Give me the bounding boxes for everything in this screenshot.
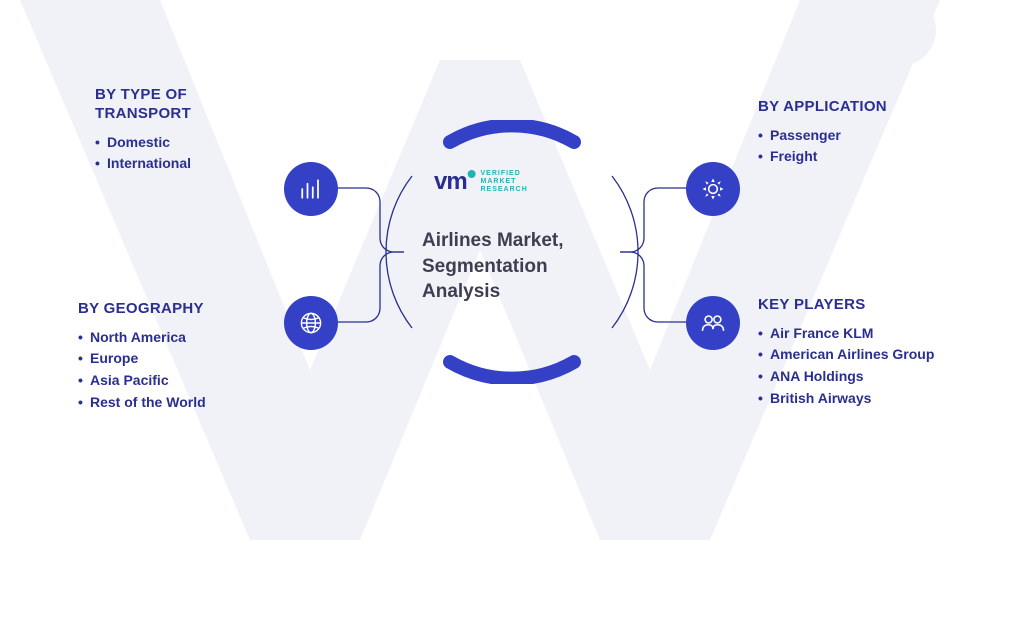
list-item: Asia Pacific [78, 370, 278, 392]
segment-heading: BY TYPE OF TRANSPORT [95, 86, 255, 124]
segment-geography: BY GEOGRAPHY North AmericaEuropeAsia Pac… [78, 300, 278, 414]
list-item: North America [78, 327, 278, 349]
logo-text: vm [434, 168, 467, 196]
bar-chart-icon [284, 162, 338, 216]
segment-list: PassengerFreight [758, 125, 958, 168]
people-icon [686, 296, 740, 350]
list-item: Rest of the World [78, 392, 278, 414]
list-item: Passenger [758, 125, 958, 147]
segment-heading: BY APPLICATION [758, 98, 958, 117]
center-title: Airlines Market, Segmentation Analysis [422, 228, 612, 305]
segment-application: BY APPLICATION PassengerFreight [758, 98, 958, 168]
segment-list: Air France KLMAmerican Airlines GroupANA… [758, 323, 958, 410]
segment-heading: BY GEOGRAPHY [78, 300, 278, 319]
segment-key-players: KEY PLAYERS Air France KLMAmerican Airli… [758, 296, 958, 410]
list-item: Domestic [95, 132, 255, 154]
gear-icon [686, 162, 740, 216]
center-brand-logo: vm • VERIFIED MARKET RESEARCH [434, 168, 528, 196]
segment-type-of-transport: BY TYPE OF TRANSPORT DomesticInternation… [95, 86, 255, 175]
list-item: Freight [758, 146, 958, 168]
segment-list: North AmericaEuropeAsia PacificRest of t… [78, 327, 278, 414]
list-item: Europe [78, 348, 278, 370]
list-item: British Airways [758, 388, 958, 410]
list-item: ANA Holdings [758, 366, 958, 388]
segment-list: DomesticInternational [95, 132, 255, 175]
globe-icon [284, 296, 338, 350]
segment-heading: KEY PLAYERS [758, 296, 958, 315]
list-item: American Airlines Group [758, 344, 958, 366]
list-item: International [95, 153, 255, 175]
list-item: Air France KLM [758, 323, 958, 345]
